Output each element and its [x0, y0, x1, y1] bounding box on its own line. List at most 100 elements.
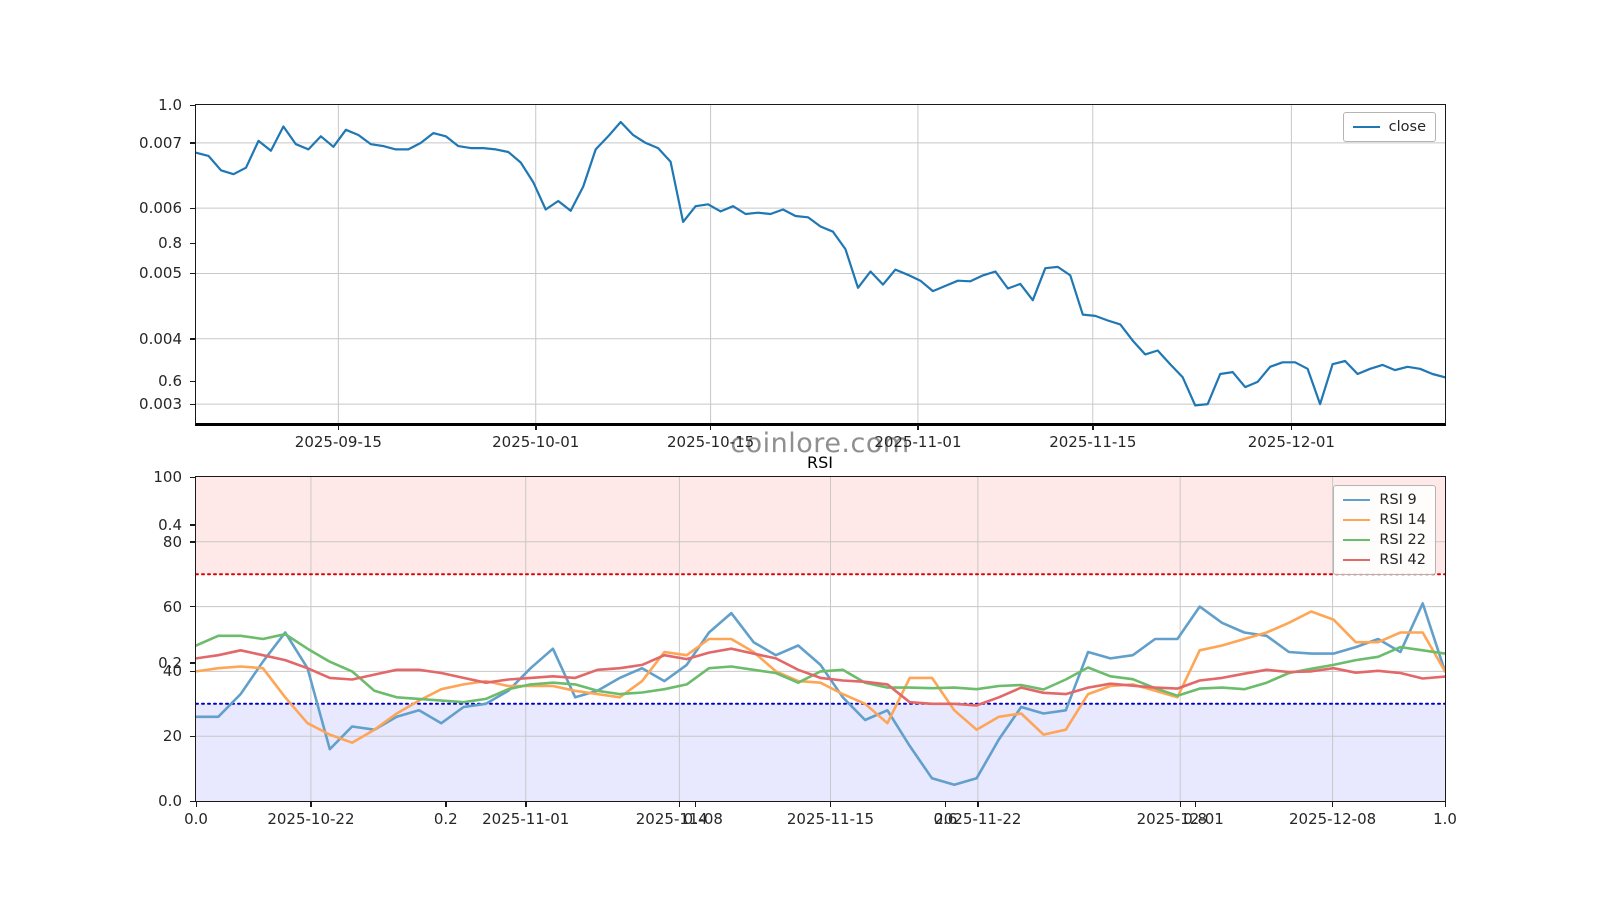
- price-chart-plot-area: close: [195, 104, 1446, 426]
- legend-item: RSI 14: [1343, 510, 1426, 530]
- legend-label: RSI 14: [1379, 512, 1426, 528]
- axis-tick-mark: [190, 207, 196, 210]
- legend-label: RSI 42: [1379, 552, 1426, 568]
- price-y-tick-label: 0.006: [139, 199, 182, 218]
- price-y-tick-label: 0.005: [139, 264, 182, 283]
- price-x-tick-label: 2025-11-15: [1049, 433, 1137, 451]
- series-line-rsi-9: [196, 602, 1445, 787]
- rsi-norm-y-tick-label: 0.4: [158, 515, 182, 534]
- price-norm-y-tick-label: 1.0: [158, 96, 182, 114]
- legend-line-sample: [1343, 519, 1371, 521]
- axis-tick-mark: [1179, 802, 1182, 807]
- axis-tick-mark: [1092, 425, 1094, 430]
- axis-tick-mark: [310, 802, 312, 807]
- price-chart-canvas: [196, 105, 1445, 423]
- rsi-y-tick-label: 100: [153, 468, 182, 486]
- axis-tick-mark: [829, 802, 832, 807]
- axis-tick-mark: [190, 476, 196, 478]
- rsi-y-tick-label: 80: [162, 532, 182, 551]
- price-x-tick-label: 2025-10-01: [492, 433, 580, 451]
- series-line-rsi-14: [196, 610, 1445, 745]
- price-norm-y-tick-label: 0.8: [158, 234, 182, 252]
- oversold-zone: [196, 703, 1445, 801]
- axis-tick-mark: [535, 425, 537, 430]
- axis-tick-mark: [190, 104, 196, 106]
- rsi-x-date-tick-label: 2025-11-01: [482, 810, 570, 828]
- axis-tick-mark: [190, 142, 196, 144]
- price-norm-y-tick-label: 0.6: [158, 372, 182, 391]
- rsi-x-date-tick-label: 2025-11-15: [786, 810, 875, 828]
- axis-tick-mark: [445, 802, 447, 807]
- axis-tick-mark: [195, 802, 197, 807]
- rsi-x-numeric-tick-label: 0.0: [184, 810, 208, 828]
- price-x-tick-label: 2025-10-15: [666, 433, 755, 451]
- watermark: coinlore.com: [730, 428, 910, 459]
- axis-tick-mark: [190, 380, 196, 382]
- series-line-rsi-42: [196, 647, 1445, 707]
- axis-tick-mark: [1332, 802, 1334, 807]
- rsi-x-date-tick-label: 2025-12-01: [1136, 810, 1224, 828]
- axis-tick-mark: [190, 735, 196, 738]
- axis-tick-mark: [190, 662, 196, 664]
- rsi-norm-y-tick-label: 0.0: [158, 792, 182, 810]
- legend-item: RSI 9: [1343, 490, 1426, 510]
- legend-label: RSI 9: [1379, 492, 1417, 508]
- axis-tick-mark: [190, 541, 196, 543]
- axis-tick-mark: [190, 242, 196, 244]
- rsi-y-tick-label: 20: [162, 727, 182, 746]
- legend-label: RSI 22: [1379, 532, 1426, 548]
- rsi-norm-y-tick-label: 0.2: [158, 653, 182, 672]
- axis-tick-mark: [190, 403, 196, 405]
- rsi-x-date-tick-label: 2025-11-08: [635, 810, 723, 828]
- axis-tick-mark: [695, 802, 697, 807]
- legend-line-sample: [1343, 499, 1371, 501]
- price-y-tick-label: 0.004: [139, 329, 182, 348]
- rsi-x-date-tick-label: 2025-12-08: [1288, 810, 1377, 828]
- legend-item: RSI 42: [1343, 550, 1426, 570]
- axis-tick-mark: [1194, 802, 1197, 807]
- axis-tick-mark: [190, 272, 196, 275]
- rsi-x-date-tick-label: 2025-10-22: [267, 810, 355, 828]
- rsi-x-date-tick-label: 2025-11-22: [934, 810, 1022, 828]
- price-x-tick-label: 2025-09-15: [294, 433, 382, 451]
- axis-tick-mark: [710, 425, 712, 430]
- legend-item: close: [1352, 117, 1426, 137]
- rsi-chart-plot-area: RSI 9 RSI 14 RSI 22 RSI 42: [195, 476, 1446, 802]
- axis-tick-mark: [944, 802, 947, 807]
- axis-tick-mark: [1444, 802, 1446, 807]
- legend-line-sample: [1343, 559, 1371, 561]
- series-line-rsi-22: [196, 632, 1445, 704]
- axis-tick-mark: [525, 802, 527, 807]
- rsi-y-tick-label: 40: [162, 662, 182, 681]
- series-line-close: [196, 120, 1445, 407]
- axis-tick-mark: [917, 425, 919, 430]
- price-y-tick-label: 0.007: [139, 133, 182, 152]
- legend-line-sample: [1343, 539, 1371, 541]
- rsi-x-numeric-tick-label: 0.8: [1183, 810, 1208, 828]
- legend-line-sample: [1352, 126, 1380, 128]
- axis-tick-mark: [190, 800, 196, 802]
- price-x-tick-label: 2025-12-01: [1247, 433, 1335, 451]
- legend-label: close: [1388, 119, 1426, 135]
- rsi-chart-title: RSI: [807, 453, 833, 472]
- axis-tick-mark: [190, 524, 196, 526]
- rsi-chart-canvas: [196, 477, 1445, 801]
- rsi-y-tick-label: 60: [162, 597, 182, 616]
- overbought-zone: [196, 477, 1445, 575]
- rsi-x-numeric-tick-label: 1.0: [1433, 810, 1457, 828]
- axis-tick-mark: [190, 670, 196, 673]
- axis-tick-mark: [977, 802, 979, 807]
- price-x-tick-label: 2025-11-01: [874, 433, 962, 451]
- rsi-x-numeric-tick-label: 0.2: [433, 810, 458, 828]
- rsi-x-numeric-tick-label: 0.6: [933, 810, 958, 828]
- axis-tick-mark: [190, 338, 196, 340]
- axis-tick-mark: [678, 802, 681, 807]
- rsi-legend: RSI 9 RSI 14 RSI 22 RSI 42: [1333, 485, 1436, 575]
- legend-item: RSI 22: [1343, 530, 1426, 550]
- axis-tick-mark: [190, 606, 196, 608]
- axis-tick-mark: [337, 425, 340, 430]
- price-legend: close: [1342, 112, 1436, 142]
- price-y-tick-label: 0.003: [139, 395, 182, 414]
- axis-tick-mark: [1290, 425, 1293, 430]
